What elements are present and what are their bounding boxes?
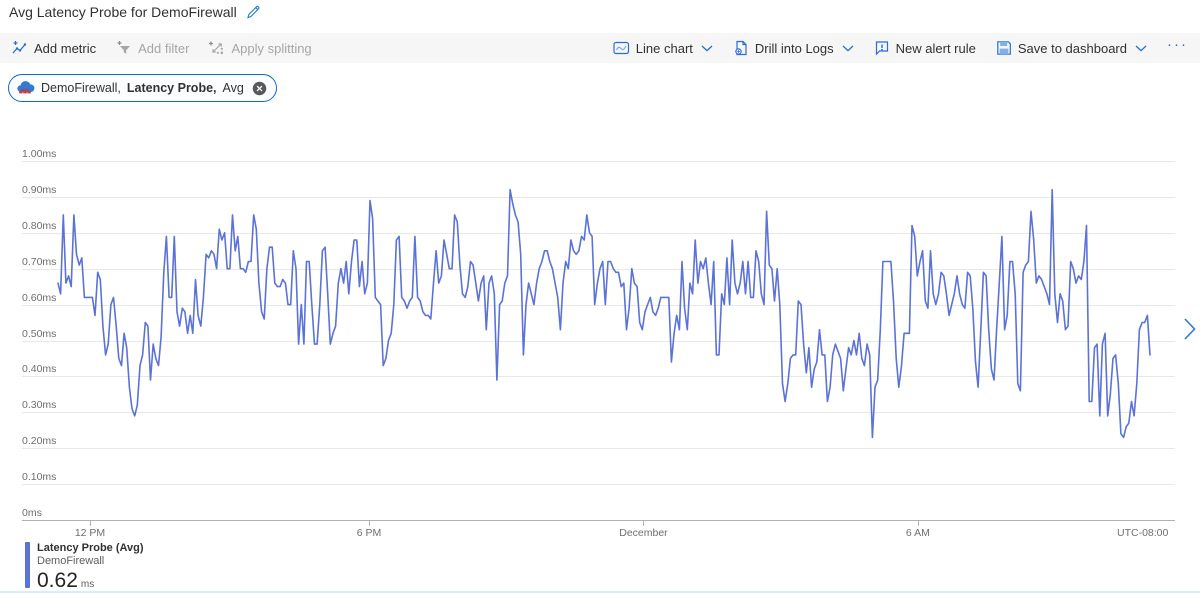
x-axis-tick-label: December: [619, 527, 668, 539]
y-axis-tick-label: 0.20ms: [22, 435, 57, 448]
toolbar-right-group: Line chart Drill into Logs: [613, 36, 1188, 56]
save-to-dashboard-dropdown[interactable]: Save to dashboard: [996, 40, 1147, 56]
y-axis-tick-label: 0.90ms: [22, 183, 57, 196]
add-metric-button[interactable]: Add metric: [12, 40, 96, 56]
y-gridline: [22, 340, 1175, 342]
x-axis-tick-mark: [643, 520, 645, 526]
drill-into-logs-dropdown[interactable]: Drill into Logs: [733, 40, 854, 56]
bottom-edge-divider: [0, 591, 1200, 593]
add-filter-label: Add filter: [138, 40, 190, 56]
page-title: Avg Latency Probe for DemoFirewall: [9, 4, 237, 20]
apply-splitting-icon: [209, 41, 224, 55]
x-axis-tick-mark: [369, 520, 371, 526]
pill-resource: DemoFirewall: [41, 81, 121, 95]
add-metric-icon: [12, 41, 27, 54]
y-axis-tick-label: 0.30ms: [22, 399, 57, 412]
y-gridline: [22, 412, 1175, 414]
more-commands-button[interactable]: ···: [1167, 36, 1188, 53]
add-filter-button[interactable]: Add filter: [116, 40, 189, 56]
line-chart-label: Line chart: [635, 40, 693, 56]
x-axis-tick-label: 6 AM: [905, 527, 930, 539]
scroll-right-chevron-icon[interactable]: [1183, 317, 1197, 341]
y-gridline: [22, 376, 1175, 378]
x-axis-tick-mark: [90, 520, 92, 526]
y-gridline: [22, 232, 1175, 234]
add-metric-label: Add metric: [34, 40, 97, 56]
legend-color-bar: [25, 542, 30, 588]
chevron-down-icon: [1135, 45, 1147, 52]
save-to-dashboard-label: Save to dashboard: [1017, 40, 1127, 56]
x-axis-tick-label: 6 PM: [356, 527, 382, 539]
utc-offset-label: UTC-08:00: [1117, 527, 1169, 539]
y-axis-tick-label: 0.70ms: [22, 255, 57, 268]
y-axis-tick-label: 0.50ms: [22, 327, 57, 340]
y-gridline: [22, 484, 1175, 486]
firewall-icon: [17, 81, 35, 94]
legend-aggregate-value: 0.62 ms: [37, 569, 95, 592]
y-gridline: [22, 161, 1175, 162]
x-axis-line: [22, 520, 1175, 521]
drill-into-logs-icon: [735, 40, 747, 56]
add-filter-icon: [117, 41, 131, 54]
pill-aggregation: Avg: [222, 81, 244, 95]
line-chart-dropdown[interactable]: Line chart: [613, 40, 713, 56]
x-axis-tick-mark: [917, 520, 919, 526]
y-axis-tick-label: 0.10ms: [22, 471, 57, 484]
chart-toolbar: Add metric Add filter Apply splitting: [0, 33, 1200, 63]
y-axis-tick-label: 0ms: [22, 507, 42, 519]
y-axis-tick-label: 0.80ms: [22, 219, 57, 232]
y-gridline: [22, 448, 1175, 450]
save-to-dashboard-icon: [997, 41, 1011, 55]
new-alert-rule-label: New alert rule: [895, 40, 976, 56]
y-axis-tick-label: 0.60ms: [22, 291, 57, 304]
y-axis-tick-label: 0.40ms: [22, 363, 57, 376]
pill-metric: Latency Probe: [127, 81, 217, 95]
chart-title-row: Avg Latency Probe for DemoFirewall: [9, 4, 261, 20]
legend-unit: ms: [80, 579, 95, 590]
chevron-down-icon: [701, 45, 713, 52]
chevron-down-icon: [842, 45, 854, 52]
toolbar-left-group: Add metric Add filter Apply splitting: [12, 40, 312, 56]
y-gridline: [22, 304, 1175, 306]
drill-into-logs-label: Drill into Logs: [754, 40, 834, 56]
apply-splitting-label: Apply splitting: [231, 40, 312, 56]
metric-pill[interactable]: DemoFirewall Latency Probe Avg: [8, 74, 277, 102]
legend-resource-name: DemoFirewall: [37, 555, 105, 567]
line-chart-icon: [613, 41, 629, 55]
x-axis-tick-label: 12 PM: [74, 527, 106, 539]
y-gridline: [22, 196, 1175, 198]
apply-splitting-button[interactable]: Apply splitting: [209, 40, 312, 56]
y-gridline: [22, 268, 1175, 270]
legend-item-latency-probe[interactable]: Latency Probe (Avg) DemoFirewall 0.62 ms: [25, 542, 144, 593]
new-alert-rule-button[interactable]: New alert rule: [874, 40, 976, 56]
remove-metric-close-icon[interactable]: [252, 81, 267, 96]
legend-text-block: Latency Probe (Avg) DemoFirewall 0.62 ms: [37, 542, 144, 593]
edit-title-pencil-icon[interactable]: [245, 4, 261, 20]
legend-metric-name: Latency Probe (Avg): [37, 542, 144, 554]
new-alert-rule-icon: [875, 41, 888, 56]
y-axis-tick-label: 1.00ms: [22, 148, 57, 160]
